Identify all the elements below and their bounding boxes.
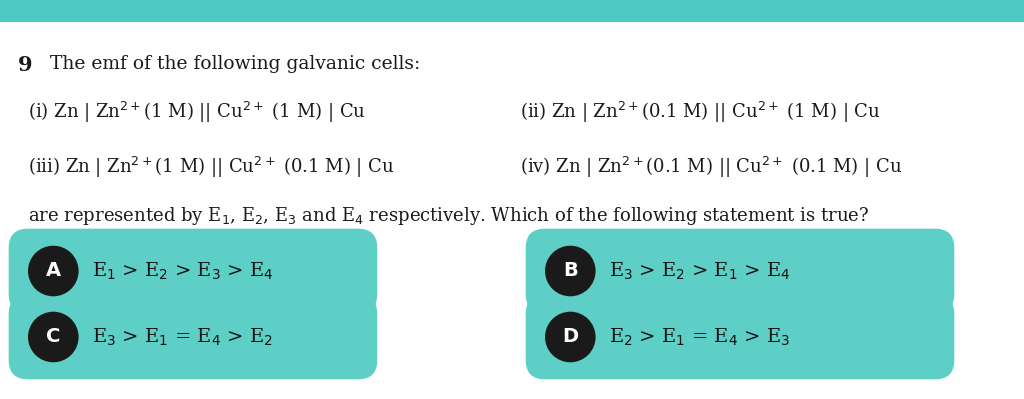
Text: A: A: [46, 261, 60, 280]
Text: B: B: [563, 261, 578, 280]
Text: E$_3$ > E$_2$ > E$_1$ > E$_4$: E$_3$ > E$_2$ > E$_1$ > E$_4$: [609, 261, 791, 282]
Text: E$_1$ > E$_2$ > E$_3$ > E$_4$: E$_1$ > E$_2$ > E$_3$ > E$_4$: [92, 261, 273, 282]
Text: 9: 9: [18, 55, 33, 75]
FancyBboxPatch shape: [525, 229, 954, 313]
FancyBboxPatch shape: [525, 295, 954, 379]
FancyBboxPatch shape: [8, 295, 377, 379]
Circle shape: [545, 246, 596, 296]
Text: E$_3$ > E$_1$ = E$_4$ > E$_2$: E$_3$ > E$_1$ = E$_4$ > E$_2$: [92, 326, 273, 348]
Circle shape: [545, 312, 596, 362]
Bar: [0, 0, 1024, 22]
Text: The emf of the following galvanic cells:: The emf of the following galvanic cells:: [50, 55, 420, 73]
Text: E$_2$ > E$_1$ = E$_4$ > E$_3$: E$_2$ > E$_1$ = E$_4$ > E$_3$: [609, 326, 791, 348]
Circle shape: [28, 246, 79, 296]
Text: (iv) Zn | Zn$^{2+}$(0.1 M) || Cu$^{2+}$ (0.1 M) | Cu: (iv) Zn | Zn$^{2+}$(0.1 M) || Cu$^{2+}$ …: [520, 155, 902, 180]
Circle shape: [28, 312, 79, 362]
Text: are represented by E$_1$, E$_2$, E$_3$ and E$_4$ respectively. Which of the foll: are represented by E$_1$, E$_2$, E$_3$ a…: [28, 205, 869, 227]
Text: C: C: [46, 328, 60, 346]
Text: D: D: [562, 328, 579, 346]
Text: (ii) Zn | Zn$^{2+}$(0.1 M) || Cu$^{2+}$ (1 M) | Cu: (ii) Zn | Zn$^{2+}$(0.1 M) || Cu$^{2+}$ …: [520, 100, 881, 125]
Text: (i) Zn | Zn$^{2+}$(1 M) || Cu$^{2+}$ (1 M) | Cu: (i) Zn | Zn$^{2+}$(1 M) || Cu$^{2+}$ (1 …: [28, 100, 366, 125]
FancyBboxPatch shape: [8, 229, 377, 313]
Text: (iii) Zn | Zn$^{2+}$(1 M) || Cu$^{2+}$ (0.1 M) | Cu: (iii) Zn | Zn$^{2+}$(1 M) || Cu$^{2+}$ (…: [28, 155, 394, 180]
